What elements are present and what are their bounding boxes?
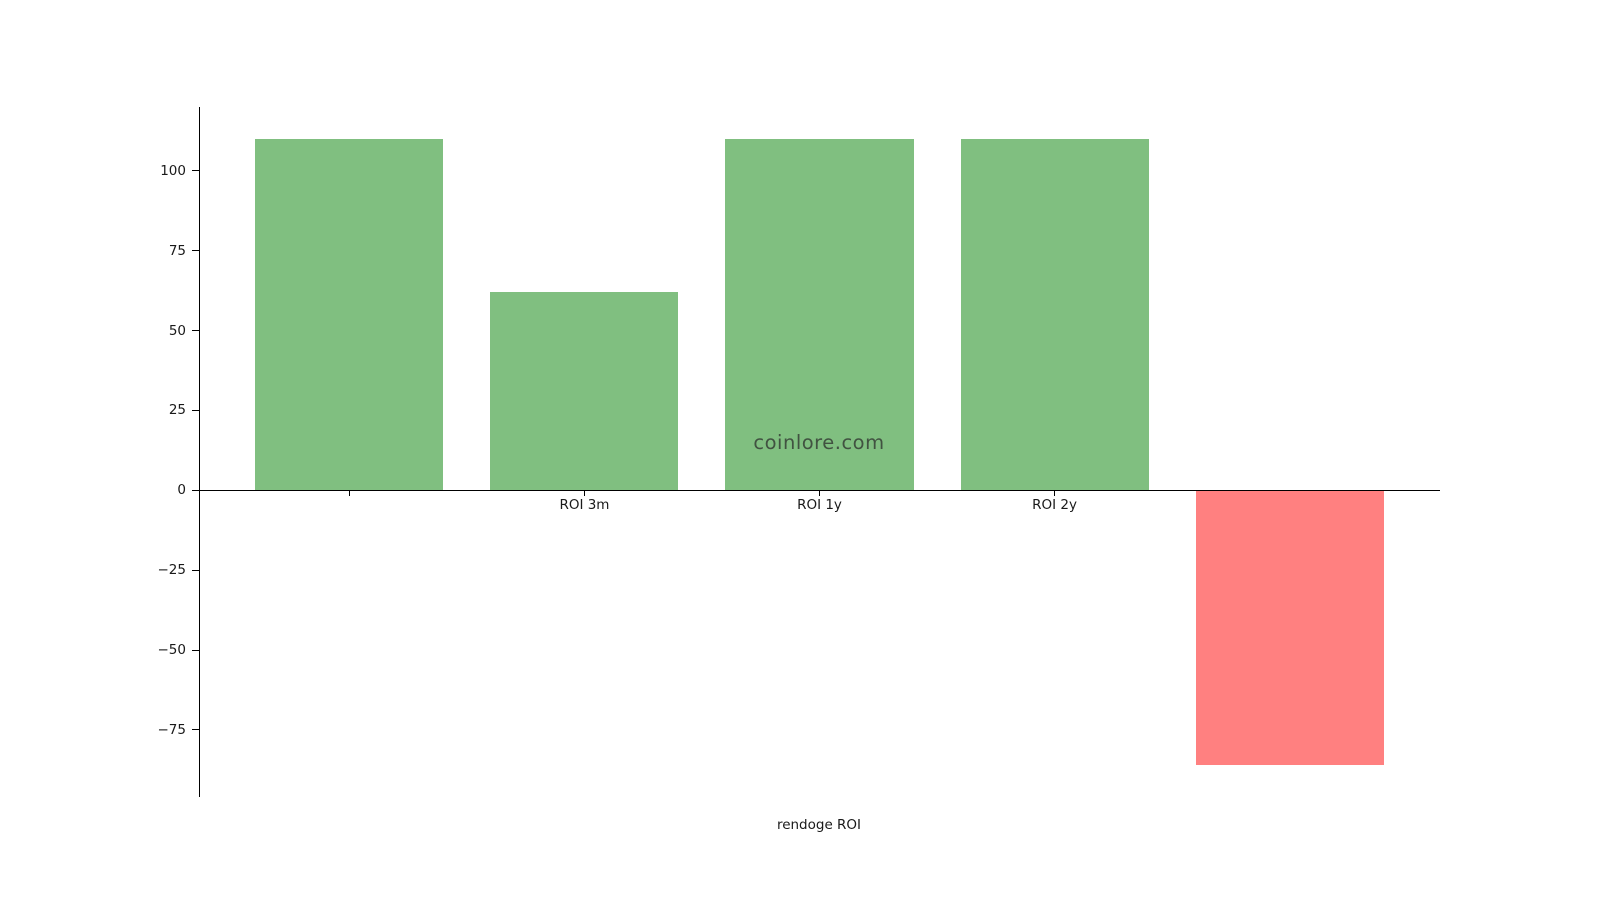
x-axis-line	[199, 489, 1440, 491]
y-tick-mark	[192, 489, 199, 491]
y-tick-label: 100	[160, 162, 186, 179]
x-tick-mark	[819, 490, 820, 497]
y-tick-mark	[192, 409, 199, 411]
y-tick-label: −75	[157, 721, 187, 738]
bar-category-5	[1195, 490, 1384, 766]
y-tick-mark	[192, 729, 199, 731]
y-tick-label: 75	[168, 242, 186, 259]
y-tick-label: −50	[157, 642, 187, 659]
y-tick-mark	[192, 649, 199, 651]
x-tick-mark	[1054, 490, 1056, 497]
bar-roi-3m	[490, 292, 679, 491]
x-tick-mark	[583, 490, 585, 497]
y-tick-mark	[192, 330, 199, 332]
y-tick-mark	[192, 250, 199, 252]
x-tick-label: ROI 2y	[1032, 497, 1077, 514]
bar-roi-1y	[725, 138, 914, 491]
bar-category-1	[255, 138, 444, 491]
y-tick-label: 25	[168, 402, 186, 419]
y-axis-spine	[199, 107, 200, 797]
x-tick-label: ROI 3m	[559, 497, 610, 514]
x-tick-mark	[348, 490, 350, 497]
y-tick-label: 50	[168, 322, 186, 339]
y-tick-mark	[192, 170, 199, 172]
y-tick-label: 0	[177, 482, 186, 499]
y-tick-mark	[192, 569, 199, 571]
bar-roi-2y	[960, 138, 1149, 491]
watermark-text: coinlore.com	[753, 431, 885, 454]
chart-xlabel: rendoge ROI	[776, 817, 862, 833]
x-tick-label: ROI 1y	[797, 497, 842, 514]
y-tick-label: −25	[157, 562, 187, 579]
